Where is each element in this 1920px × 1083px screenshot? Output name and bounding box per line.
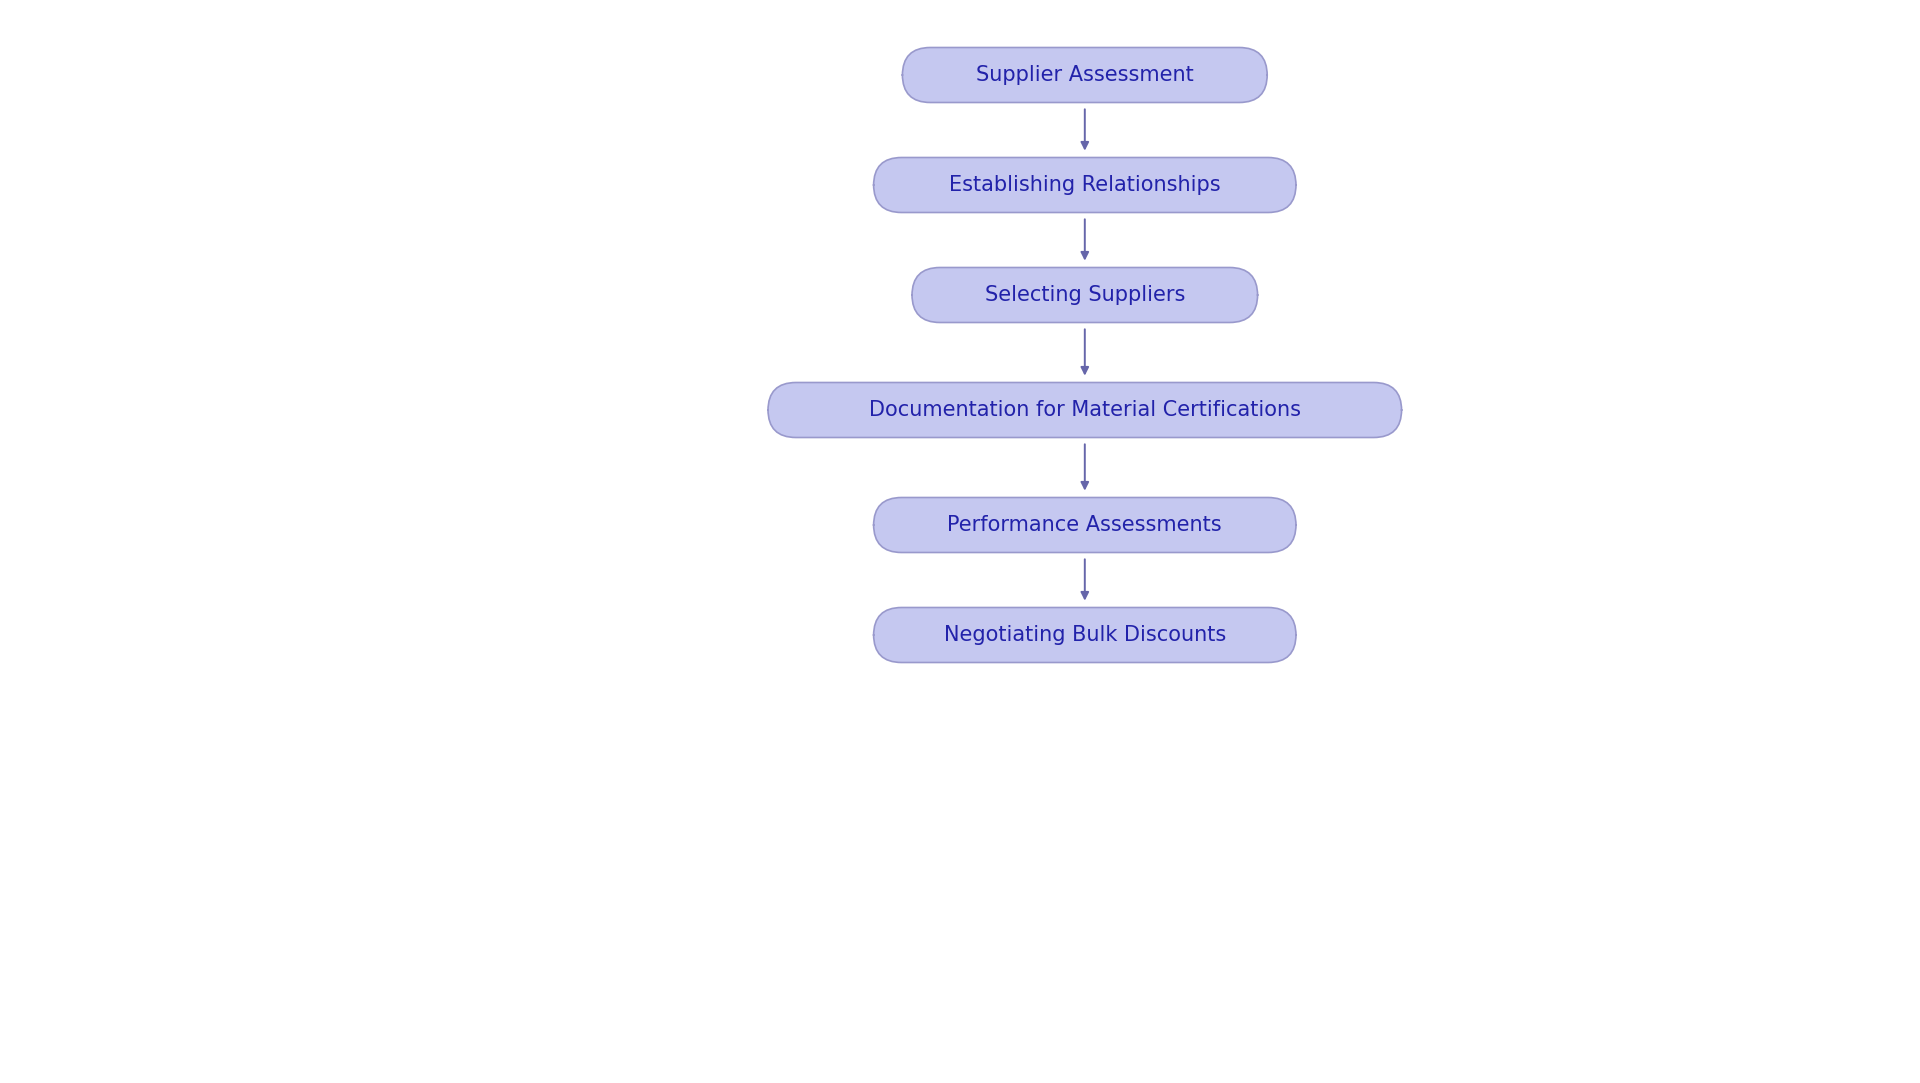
FancyBboxPatch shape — [874, 497, 1296, 552]
FancyBboxPatch shape — [768, 382, 1402, 438]
Text: Selecting Suppliers: Selecting Suppliers — [985, 285, 1185, 305]
FancyBboxPatch shape — [912, 268, 1258, 323]
Text: Documentation for Material Certifications: Documentation for Material Certification… — [868, 400, 1302, 420]
Text: Establishing Relationships: Establishing Relationships — [948, 175, 1221, 195]
Text: Performance Assessments: Performance Assessments — [947, 516, 1223, 535]
FancyBboxPatch shape — [874, 608, 1296, 663]
Text: Supplier Assessment: Supplier Assessment — [975, 65, 1194, 84]
FancyBboxPatch shape — [902, 48, 1267, 103]
FancyBboxPatch shape — [874, 157, 1296, 212]
Text: Negotiating Bulk Discounts: Negotiating Bulk Discounts — [943, 625, 1227, 645]
